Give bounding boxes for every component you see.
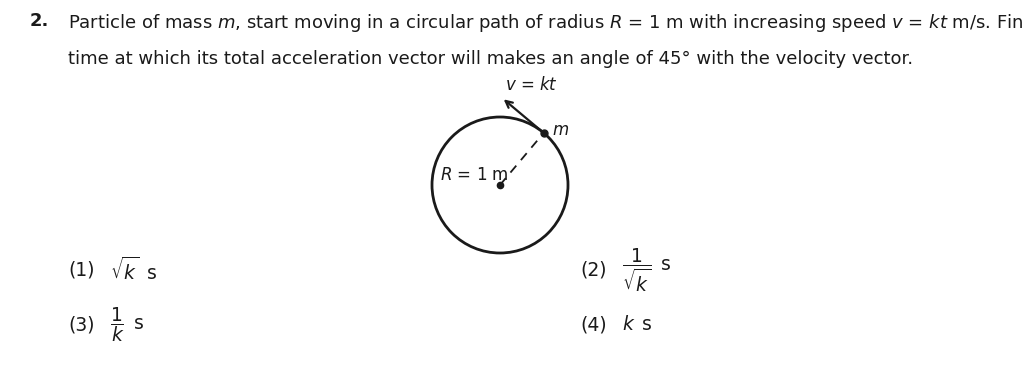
Text: $v$ = $kt$: $v$ = $kt$ bbox=[505, 75, 558, 94]
Text: (4): (4) bbox=[580, 316, 606, 334]
Text: Particle of mass $m$, start moving in a circular path of radius $R$ = 1 m with i: Particle of mass $m$, start moving in a … bbox=[68, 12, 1024, 34]
Text: $\dfrac{1}{\sqrt{k}}\,$ s: $\dfrac{1}{\sqrt{k}}\,$ s bbox=[622, 246, 672, 293]
Text: $\sqrt{k}\,$ s: $\sqrt{k}\,$ s bbox=[110, 256, 157, 284]
Text: $k\,$ s: $k\,$ s bbox=[622, 316, 652, 334]
Text: $m$: $m$ bbox=[552, 121, 568, 139]
Text: (3): (3) bbox=[68, 316, 94, 334]
Text: time at which its total acceleration vector will makes an angle of 45° with the : time at which its total acceleration vec… bbox=[68, 50, 913, 68]
Text: $\dfrac{1}{k}\,$ s: $\dfrac{1}{k}\,$ s bbox=[110, 306, 144, 344]
Text: (1): (1) bbox=[68, 260, 94, 279]
Text: (2): (2) bbox=[580, 260, 606, 279]
Text: 2.: 2. bbox=[30, 12, 49, 30]
Text: $R$ = 1 m: $R$ = 1 m bbox=[440, 166, 509, 184]
